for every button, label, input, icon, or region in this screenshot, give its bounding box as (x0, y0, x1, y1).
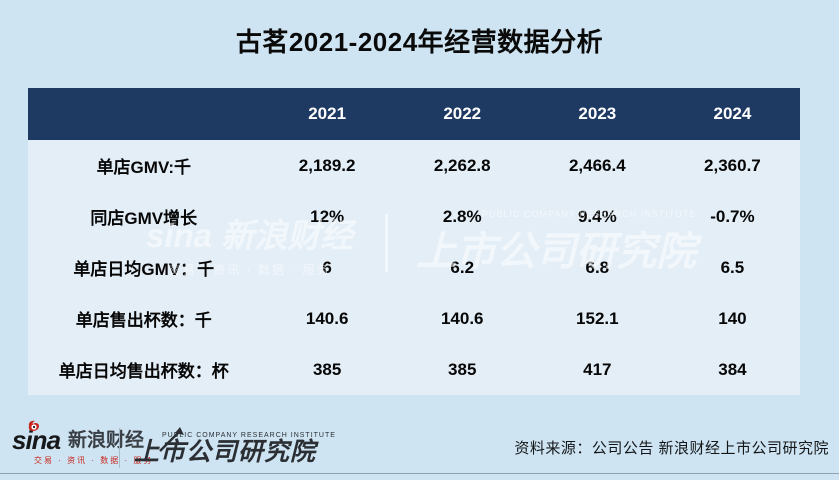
row-label: 同店GMV增长 (90, 209, 198, 228)
table-cell: 6 (322, 257, 332, 277)
table-cell: 385 (448, 359, 477, 379)
table-row: 单店日均售出杯数：杯 385 385 417 384 (28, 344, 800, 395)
table-cell: 2,466.4 (568, 155, 626, 175)
row-label: 单店GMV:千 (96, 158, 192, 177)
sina-brand-text: 新浪财经 (68, 430, 145, 451)
sina-logo: sina 新浪财经 交易 · 资讯 · 数据 · 服务 (12, 420, 154, 466)
row-label: 单店日均售出杯数：杯 (58, 362, 229, 381)
sina-eye-icon (26, 415, 42, 438)
table-cell: 2,262.8 (433, 155, 491, 175)
table-row: 单店GMV:千 2,189.2 2,262.8 2,466.4 2,360.7 (28, 140, 800, 191)
table-cell: 9.4% (577, 206, 617, 226)
table-cell: 140.6 (440, 308, 484, 328)
table-header-row: 2021 2022 2023 2024 (28, 88, 800, 140)
table-header-2024: 2024 (713, 104, 752, 123)
table-row: 同店GMV增长 12% 2.8% 9.4% -0.7% (28, 191, 800, 242)
row-label: 单店售出杯数：千 (75, 311, 212, 330)
row-label: 单店日均GMV：千 (73, 260, 215, 279)
table-cell: 417 (583, 359, 612, 379)
table-body: 单店GMV:千 2,189.2 2,262.8 2,466.4 2,360.7 同店GMV… (28, 140, 800, 395)
table-row: 单店售出杯数：千 140.6 140.6 152.1 140 (28, 293, 800, 344)
data-table: 2021 2022 2023 2024 单店GMV:千 2,189.2 2,262.… (28, 88, 800, 395)
table-header-2022: 2022 (443, 104, 482, 123)
footer-divider (0, 473, 839, 474)
sina-tagline: 交易 · 资讯 · 数据 · 服务 (34, 456, 154, 465)
table-cell: 152.1 (576, 308, 619, 328)
footer-logo-divider (119, 428, 120, 468)
table-row: 单店日均GMV：千 6 6.2 6.8 6.5 (28, 242, 800, 293)
page-title: 古茗2021-2024年经营数据分析 (235, 27, 604, 57)
institute-logo: PUBLIC COMPANY RESEARCH INSTITUTE 上市公司研究… (134, 426, 336, 467)
table-cell: 140 (718, 308, 747, 328)
table-cell: 2,360.7 (704, 155, 761, 175)
table-cell: 6.5 (720, 257, 745, 277)
table-cell: 6.2 (450, 257, 475, 277)
sina-wordmark: sina (12, 420, 61, 453)
table-cell: 384 (718, 359, 747, 379)
table-cell: 140.6 (305, 308, 349, 328)
table-header-2023: 2023 (578, 104, 617, 123)
institute-chinese-text: 上市公司研究院 (134, 426, 336, 467)
footer: sina 新浪财经 交易 · 资讯 · 数据 · 服务 PUBLIC COMPA… (0, 420, 839, 472)
institute-english-text: PUBLIC COMPANY RESEARCH INSTITUTE (162, 431, 336, 439)
table-header-2021: 2021 (308, 104, 347, 123)
table-cell: 2,189.2 (298, 155, 356, 175)
sina-text: sina (12, 424, 61, 455)
data-source-text: 资料来源：公司公告 新浪财经上市公司研究院 (514, 440, 829, 457)
table-cell: 2.8% (442, 206, 482, 226)
table-cell: -0.7% (710, 206, 755, 226)
table-cell: 12% (310, 206, 345, 226)
table-cell: 6.8 (585, 257, 610, 277)
arrow-up-icon (156, 426, 186, 460)
table-cell: 385 (312, 359, 342, 379)
